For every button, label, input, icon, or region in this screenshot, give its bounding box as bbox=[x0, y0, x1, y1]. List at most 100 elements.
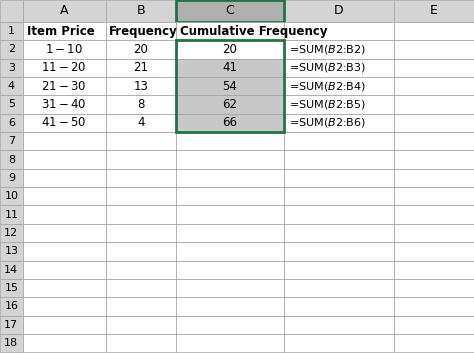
Bar bbox=[176, 59, 284, 77]
Text: 18: 18 bbox=[4, 338, 18, 348]
Text: 8: 8 bbox=[137, 98, 145, 111]
Text: 54: 54 bbox=[222, 80, 237, 92]
Bar bbox=[0, 187, 23, 205]
Bar bbox=[284, 261, 394, 279]
Bar bbox=[106, 169, 176, 187]
Text: 66: 66 bbox=[222, 116, 237, 129]
Bar bbox=[394, 114, 474, 132]
Bar bbox=[284, 334, 394, 352]
Bar bbox=[23, 169, 106, 187]
Bar bbox=[106, 95, 176, 114]
Bar bbox=[176, 187, 284, 205]
Bar bbox=[0, 224, 23, 242]
Bar bbox=[394, 261, 474, 279]
Bar bbox=[394, 95, 474, 114]
Bar bbox=[176, 205, 284, 224]
Bar bbox=[106, 187, 176, 205]
Bar bbox=[106, 242, 176, 261]
Bar bbox=[0, 95, 23, 114]
Text: C: C bbox=[226, 5, 234, 17]
Bar bbox=[284, 279, 394, 297]
Bar bbox=[0, 279, 23, 297]
Bar bbox=[106, 224, 176, 242]
Text: 20: 20 bbox=[133, 43, 148, 56]
Bar bbox=[176, 150, 284, 169]
Bar bbox=[23, 150, 106, 169]
Bar bbox=[106, 77, 176, 95]
Bar bbox=[284, 224, 394, 242]
Text: =SUM($B$2:B6): =SUM($B$2:B6) bbox=[289, 116, 366, 129]
Text: 2: 2 bbox=[8, 44, 15, 54]
Bar bbox=[106, 114, 176, 132]
Text: 41: 41 bbox=[222, 61, 237, 74]
Text: =SUM($B$2:B2): =SUM($B$2:B2) bbox=[289, 43, 366, 56]
Text: 9: 9 bbox=[8, 173, 15, 183]
Bar bbox=[284, 316, 394, 334]
Text: 10: 10 bbox=[4, 191, 18, 201]
Bar bbox=[106, 150, 176, 169]
Bar bbox=[176, 40, 284, 132]
Bar bbox=[23, 297, 106, 316]
Bar bbox=[0, 132, 23, 150]
Bar bbox=[284, 0, 394, 22]
Bar bbox=[176, 334, 284, 352]
Bar bbox=[0, 297, 23, 316]
Bar bbox=[284, 297, 394, 316]
Text: Item Price: Item Price bbox=[27, 25, 94, 37]
Bar bbox=[394, 22, 474, 40]
Bar bbox=[394, 205, 474, 224]
Bar bbox=[284, 22, 394, 40]
Bar bbox=[23, 334, 106, 352]
Bar bbox=[284, 59, 394, 77]
Bar bbox=[106, 279, 176, 297]
Bar bbox=[23, 95, 106, 114]
Text: D: D bbox=[334, 5, 344, 17]
Text: $11 - $20: $11 - $20 bbox=[42, 61, 87, 74]
Text: A: A bbox=[60, 5, 68, 17]
Bar bbox=[106, 261, 176, 279]
Bar bbox=[394, 242, 474, 261]
Bar bbox=[394, 150, 474, 169]
Bar bbox=[0, 77, 23, 95]
Bar bbox=[23, 77, 106, 95]
Text: $31 - $40: $31 - $40 bbox=[42, 98, 87, 111]
Bar bbox=[106, 297, 176, 316]
Text: 20: 20 bbox=[222, 43, 237, 56]
Bar bbox=[284, 114, 394, 132]
Text: 62: 62 bbox=[222, 98, 237, 111]
Bar bbox=[284, 242, 394, 261]
Bar bbox=[394, 334, 474, 352]
Bar bbox=[23, 22, 106, 40]
Text: E: E bbox=[430, 5, 438, 17]
Bar bbox=[176, 114, 284, 132]
Bar bbox=[23, 205, 106, 224]
Text: 4: 4 bbox=[8, 81, 15, 91]
Bar bbox=[23, 59, 106, 77]
Bar bbox=[106, 40, 176, 59]
Bar bbox=[284, 150, 394, 169]
Bar bbox=[284, 205, 394, 224]
Bar bbox=[394, 77, 474, 95]
Bar bbox=[106, 316, 176, 334]
Bar bbox=[23, 279, 106, 297]
Bar bbox=[23, 224, 106, 242]
Bar bbox=[176, 0, 284, 22]
Bar bbox=[106, 205, 176, 224]
Text: $21 - $30: $21 - $30 bbox=[42, 80, 87, 92]
Bar bbox=[176, 242, 284, 261]
Bar bbox=[176, 169, 284, 187]
Bar bbox=[0, 150, 23, 169]
Bar bbox=[106, 59, 176, 77]
Bar bbox=[284, 187, 394, 205]
Bar bbox=[176, 0, 284, 22]
Bar bbox=[394, 169, 474, 187]
Text: 3: 3 bbox=[8, 63, 15, 73]
Text: =SUM($B$2:B4): =SUM($B$2:B4) bbox=[289, 80, 366, 92]
Text: 7: 7 bbox=[8, 136, 15, 146]
Bar bbox=[0, 316, 23, 334]
Text: 6: 6 bbox=[8, 118, 15, 128]
Bar bbox=[106, 132, 176, 150]
Text: 11: 11 bbox=[4, 210, 18, 220]
Bar bbox=[0, 205, 23, 224]
Bar bbox=[23, 261, 106, 279]
